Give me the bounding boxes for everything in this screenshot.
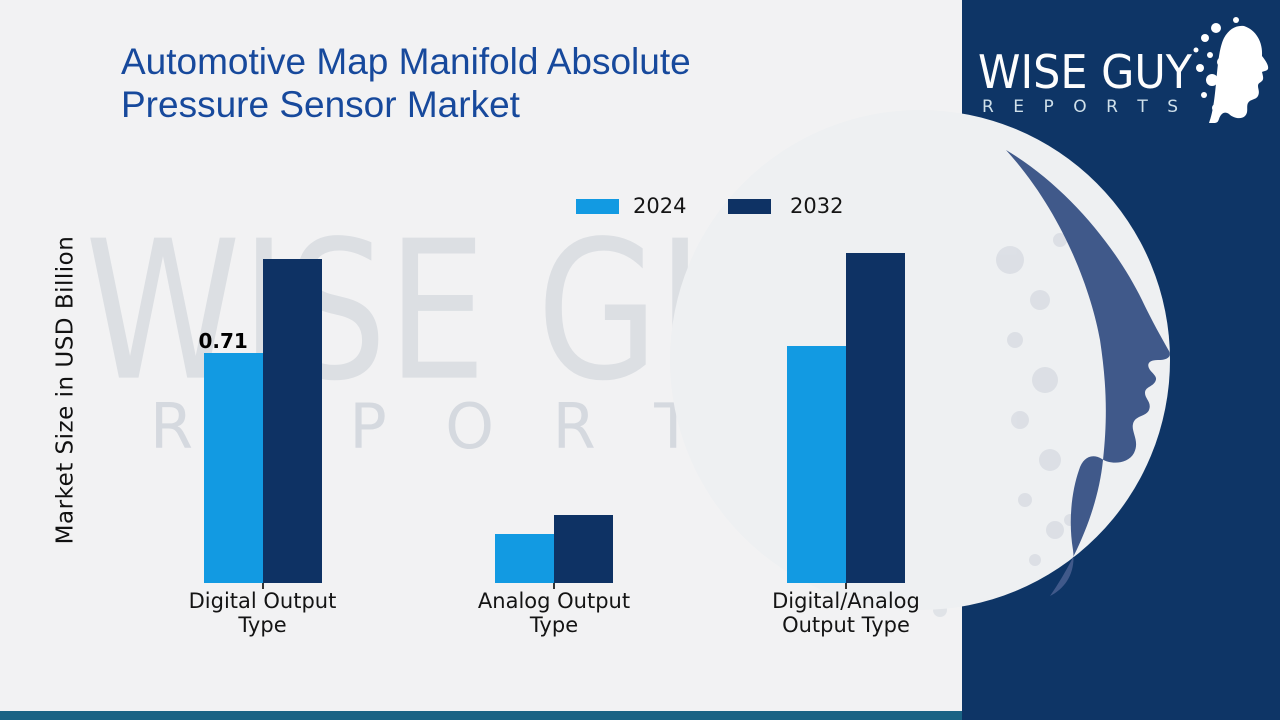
wiseguy-logo: WISE GUY R E P O R T S — [978, 17, 1269, 124]
x-axis-tick — [553, 583, 555, 589]
legend-swatch-2024 — [576, 199, 619, 214]
legend-swatch-2032 — [728, 199, 771, 214]
logo-wiseguy-text: WISE GUY — [978, 45, 1193, 99]
legend-label-2032: 2032 — [790, 194, 844, 218]
chart-title-line2: Pressure Sensor Market — [121, 84, 520, 125]
logo-face-silhouette — [1209, 25, 1269, 124]
category-label: Digital Output Type — [188, 589, 337, 637]
dot-texture-circle — [996, 233, 1076, 566]
x-axis-tick — [845, 583, 847, 589]
category-label: Analog Output Type — [477, 589, 631, 637]
y-axis-label: Market Size in USD Billion — [52, 235, 78, 545]
bar-value-label: 0.71 — [198, 329, 248, 353]
bar-2024-1 — [203, 353, 263, 583]
category-label: Digital/Analog Output Type — [772, 589, 920, 637]
face-profile-silhouette — [1006, 150, 1170, 596]
bottom-strip — [0, 711, 962, 720]
logo-reports-text: R E P O R T S — [982, 97, 1178, 117]
bar-2032-2 — [554, 515, 613, 583]
bar-2024-2 — [495, 534, 554, 583]
bar-2032-1 — [262, 259, 322, 583]
legend-label-2024: 2024 — [633, 194, 687, 218]
bar-2024-3 — [787, 346, 846, 583]
chart-title-line1: Automotive Map Manifold Absolute — [121, 41, 691, 82]
chart-title: Automotive Map Manifold Absolute Pressur… — [121, 40, 881, 126]
x-axis-tick — [261, 583, 264, 589]
bar-2032-3 — [846, 253, 905, 583]
